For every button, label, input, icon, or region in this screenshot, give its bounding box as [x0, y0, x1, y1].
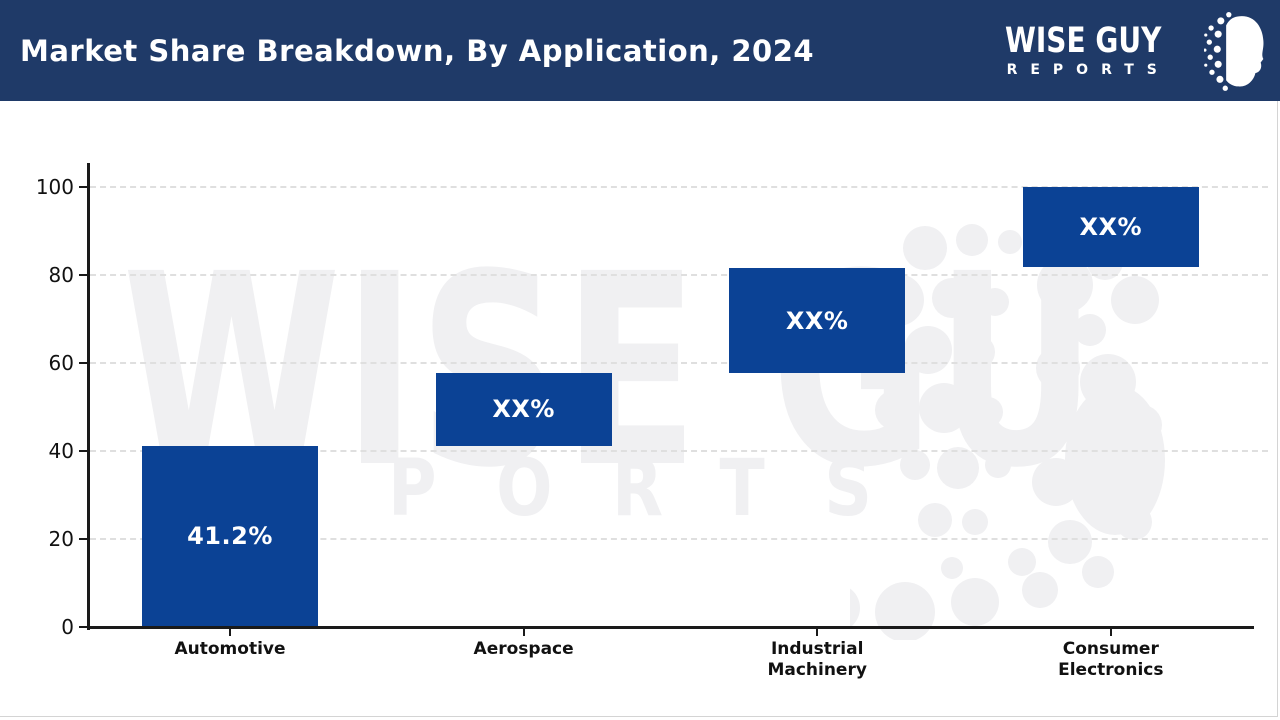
x-tick-mark-automotive — [229, 629, 231, 636]
y-tick-label-80: 80 — [48, 263, 74, 287]
y-tick-mark-40 — [79, 450, 88, 452]
x-category-label-industrial-machinery: Machinery — [767, 660, 867, 680]
watermark-text-2: PORTS — [388, 444, 932, 534]
x-category-label-consumer-electronics: Consumer — [1062, 639, 1159, 659]
y-tick-label-40: 40 — [48, 439, 74, 463]
x-tick-mark-aerospace — [522, 629, 525, 636]
y-tick-mark-0 — [79, 626, 88, 628]
bar-automotive: 41.2% — [142, 445, 318, 627]
gridline-40 — [90, 450, 1268, 452]
gridline-20 — [90, 538, 1268, 540]
plot-area: WISE GU PORTS 0 20 40 60 80 100 41.2% Automotiv… — [0, 101, 1280, 720]
header-bar: Market Share Breakdown, By Application, … — [0, 0, 1280, 101]
logo-wordmark: WISE GUY — [1004, 20, 1161, 61]
bar-industrial-machinery: XX% — [729, 267, 906, 374]
x-category-label-automotive: Automotive — [174, 639, 286, 659]
x-tick-mark-consumer-electronics — [1109, 629, 1112, 636]
y-tick-label-60: 60 — [48, 351, 74, 375]
bar-consumer-electronics: XX% — [1022, 187, 1199, 268]
y-tick-mark-60 — [79, 362, 88, 364]
wiseguy-logo: WISE GUY REPORTS — [1005, 9, 1266, 93]
bar-value-label: 41.2% — [187, 522, 273, 551]
bar-value-label: XX% — [492, 395, 555, 424]
x-category-label-consumer-electronics: Electronics — [1058, 660, 1164, 680]
y-tick-mark-100 — [79, 186, 88, 188]
x-category-label-industrial-machinery: Industrial — [770, 639, 864, 659]
logo-face-icon — [1204, 11, 1264, 91]
x-axis-line — [87, 626, 1254, 629]
gridline-80 — [90, 274, 1268, 276]
x-category-label-aerospace: Aerospace — [473, 639, 574, 659]
bar-value-label: XX% — [1079, 213, 1143, 242]
y-tick-label-100: 100 — [35, 175, 74, 199]
logo-text: WISE GUY REPORTS — [1004, 20, 1200, 78]
gridline-100 — [90, 186, 1268, 188]
logo-subtitle: REPORTS — [1006, 61, 1170, 78]
chart-title: Market Share Breakdown, By Application, … — [20, 33, 815, 68]
y-tick-label-20: 20 — [48, 527, 74, 551]
gridline-60 — [90, 362, 1268, 364]
bar-value-label: XX% — [785, 306, 849, 335]
y-tick-label-0: 0 — [61, 615, 74, 639]
x-tick-mark-industrial-machinery — [816, 629, 819, 636]
y-axis-line — [87, 163, 90, 630]
y-tick-mark-20 — [79, 538, 88, 540]
bar-aerospace: XX% — [435, 373, 612, 446]
y-tick-mark-80 — [79, 274, 88, 276]
